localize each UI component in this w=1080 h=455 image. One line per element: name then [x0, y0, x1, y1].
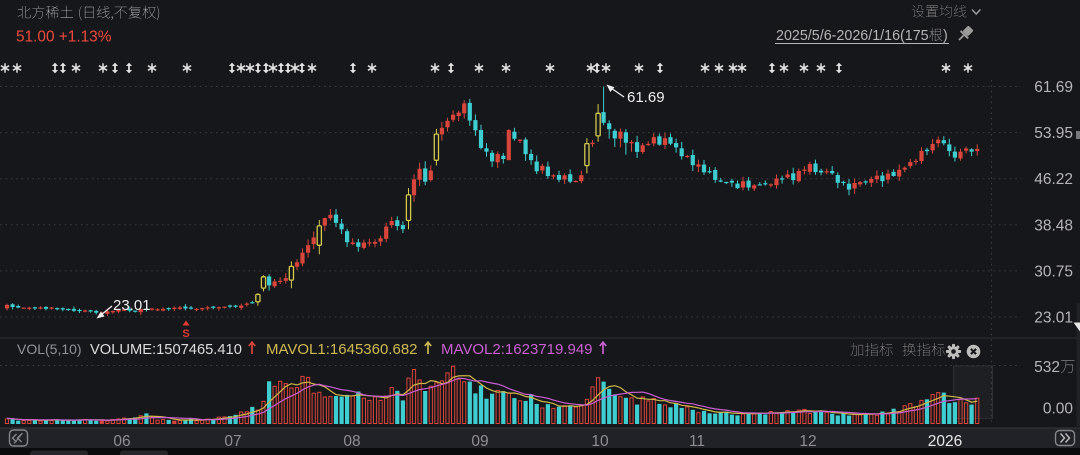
- svg-text:53.95: 53.95: [1034, 125, 1073, 142]
- svg-text:532: 532: [1034, 359, 1060, 376]
- svg-text:06: 06: [113, 433, 130, 450]
- svg-text:MAVOL2:1623719.949: MAVOL2:1623719.949: [441, 341, 593, 358]
- svg-text:23.01: 23.01: [113, 297, 151, 314]
- svg-text:11: 11: [689, 433, 705, 450]
- svg-text:07: 07: [224, 433, 241, 450]
- svg-text:2026: 2026: [928, 433, 962, 450]
- svg-text:08: 08: [343, 433, 360, 450]
- svg-text:10: 10: [591, 433, 609, 450]
- svg-text:61.69: 61.69: [627, 89, 665, 106]
- svg-text:38.48: 38.48: [1034, 217, 1073, 234]
- svg-text:VOLUME:1507465.410: VOLUME:1507465.410: [90, 342, 242, 358]
- svg-text:): ): [943, 28, 948, 44]
- svg-text:0.00: 0.00: [1043, 401, 1074, 418]
- svg-text:VOL(5,10): VOL(5,10): [17, 341, 82, 357]
- svg-text:61.69: 61.69: [1034, 79, 1073, 96]
- svg-text:2025/5/6-2026/1/16(175: 2025/5/6-2026/1/16(175: [776, 28, 929, 44]
- svg-text:23.01: 23.01: [1034, 310, 1073, 327]
- svg-text:51.00 +1.13%: 51.00 +1.13%: [16, 29, 112, 46]
- svg-text:09: 09: [471, 433, 488, 450]
- svg-text:30.75: 30.75: [1034, 263, 1073, 280]
- svg-text:12: 12: [799, 433, 816, 450]
- svg-text:MAVOL1:1645360.682: MAVOL1:1645360.682: [266, 341, 418, 358]
- svg-text:S: S: [182, 328, 189, 340]
- svg-text:46.22: 46.22: [1034, 171, 1073, 188]
